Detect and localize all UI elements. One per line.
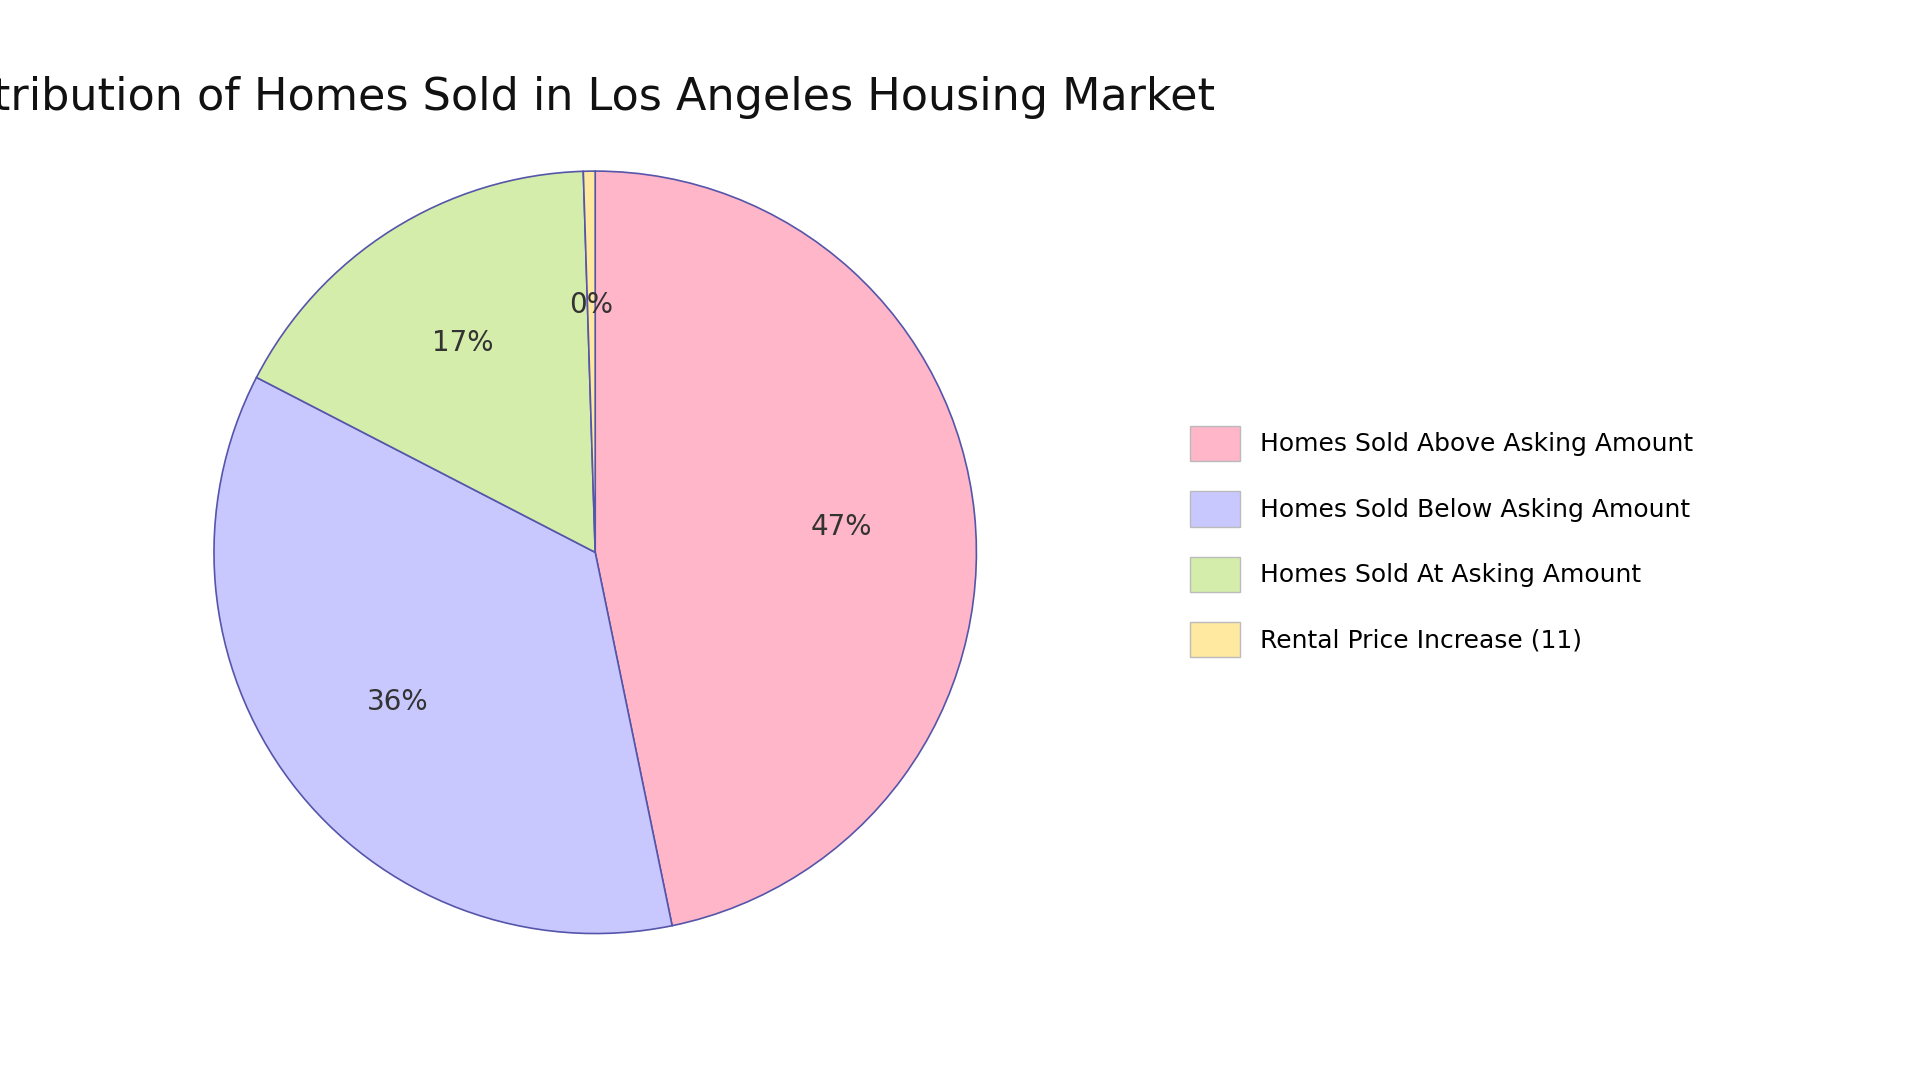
Text: 36%: 36%	[367, 688, 428, 716]
Text: 0%: 0%	[570, 290, 612, 318]
Legend: Homes Sold Above Asking Amount, Homes Sold Below Asking Amount, Homes Sold At As: Homes Sold Above Asking Amount, Homes So…	[1165, 401, 1718, 682]
Wedge shape	[584, 171, 595, 552]
Wedge shape	[595, 171, 977, 926]
Wedge shape	[213, 377, 672, 934]
Wedge shape	[257, 171, 595, 552]
Text: 17%: 17%	[432, 329, 493, 356]
Text: Distribution of Homes Sold in Los Angeles Housing Market: Distribution of Homes Sold in Los Angele…	[0, 76, 1215, 119]
Text: 47%: 47%	[810, 513, 872, 542]
